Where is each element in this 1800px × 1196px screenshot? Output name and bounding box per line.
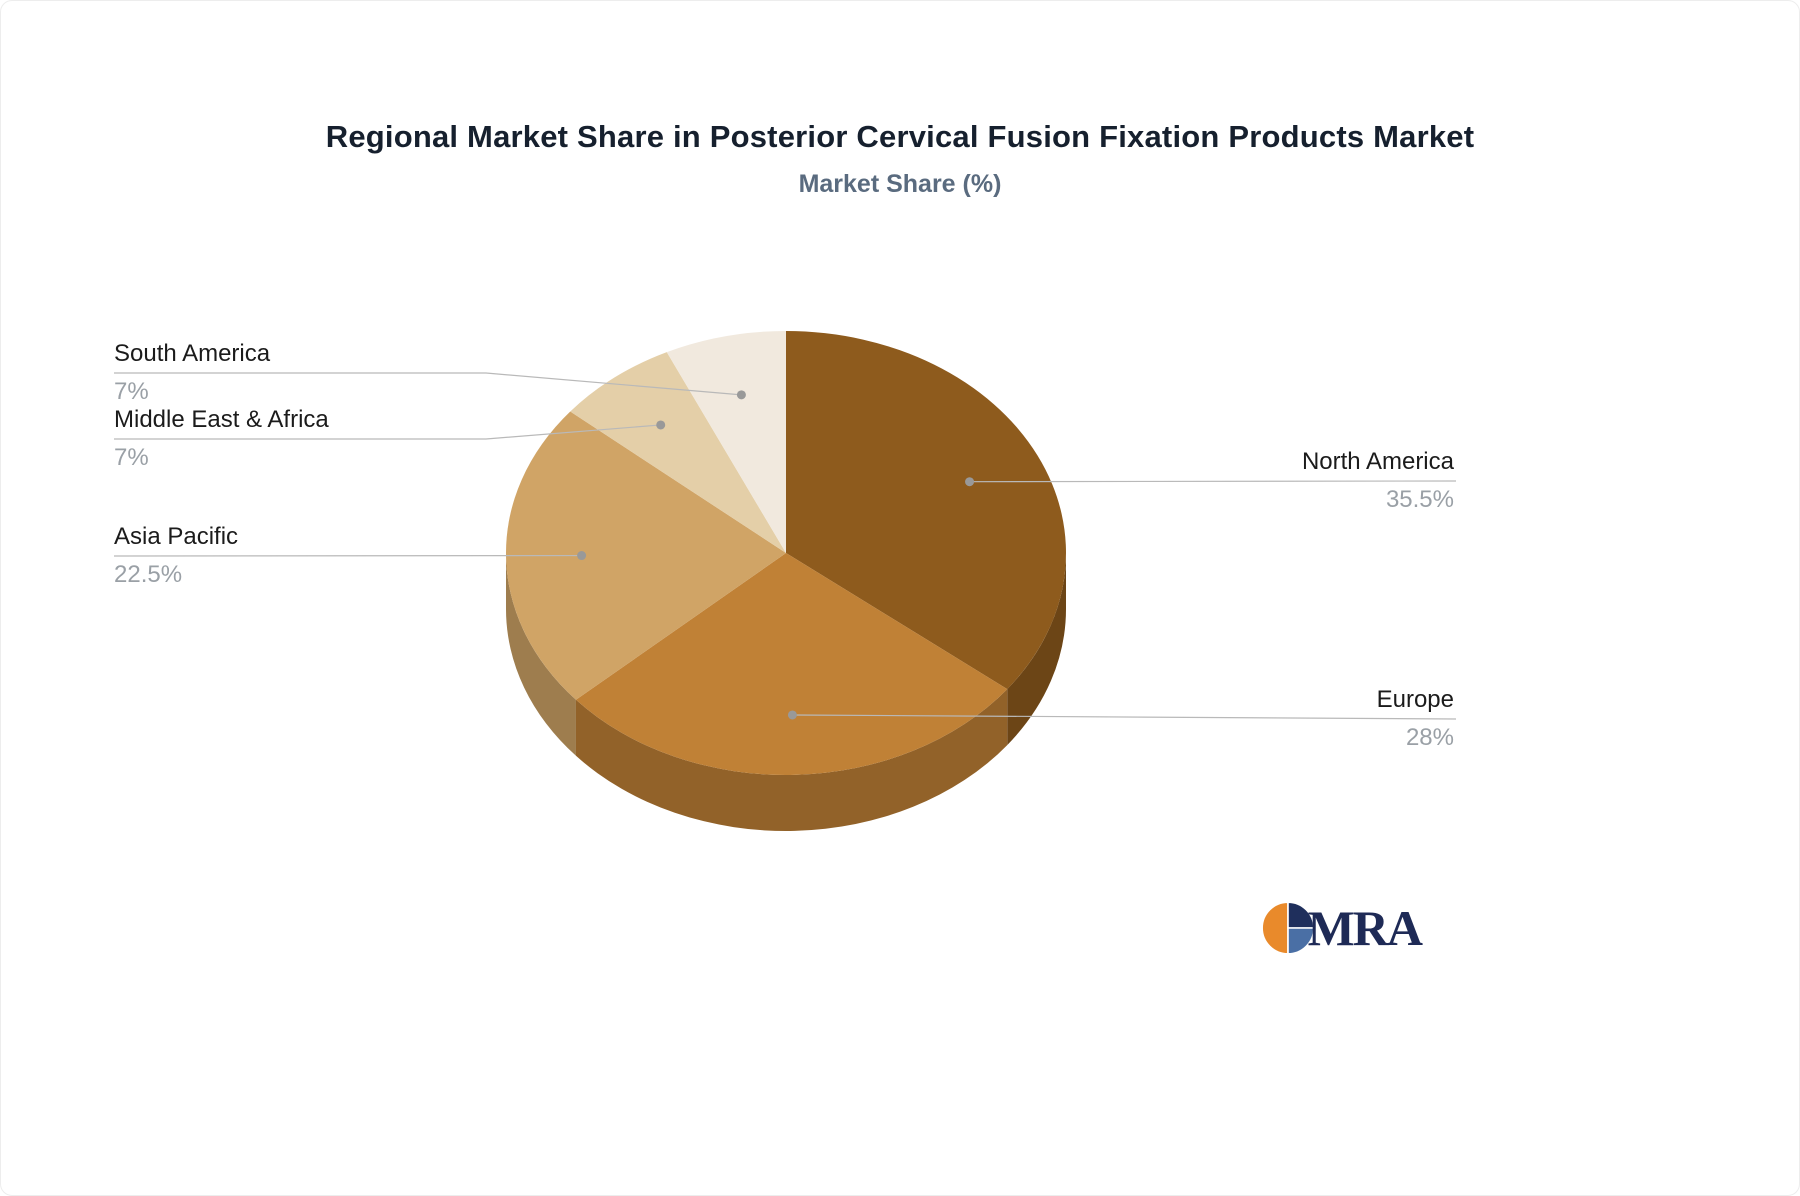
mra-logo: MRA	[1260, 899, 1423, 957]
pie-slice-europe	[575, 553, 1008, 775]
pie-slice-middle-east-africa	[570, 352, 786, 553]
pie-slice-south-america	[666, 331, 786, 553]
slice-label-asia-pacific: Asia Pacific 22.5%	[114, 523, 238, 589]
slice-value: 35.5%	[1385, 486, 1454, 513]
pie-slice-asia-pacific	[506, 411, 786, 700]
slice-value: 7%	[114, 444, 149, 471]
pie-slice-side	[575, 689, 1008, 831]
leader-dot	[577, 551, 587, 561]
pie-slice-side	[1007, 553, 1066, 746]
slice-name: Asia Pacific	[114, 523, 239, 550]
slice-name: South America	[114, 340, 271, 367]
slice-value: 28%	[1405, 724, 1454, 751]
leader-line	[792, 714, 1457, 720]
leader-dot	[787, 710, 797, 720]
leader-line	[114, 372, 742, 396]
slice-name: North America	[1301, 448, 1454, 475]
slice-name: Middle East & Africa	[114, 406, 329, 433]
leader-dot	[965, 477, 975, 487]
slice-value: 22.5%	[114, 561, 183, 588]
leader-line	[969, 480, 1457, 483]
mra-logo-text: MRA	[1307, 900, 1423, 956]
pie-slice-north-america	[786, 331, 1066, 690]
slice-label-middle-east-africa: Middle East & Africa 7%	[114, 406, 329, 472]
slice-label-europe: Europe 28%	[1377, 686, 1454, 752]
leader-line	[114, 424, 661, 440]
mra-logo-mark	[1260, 901, 1315, 955]
leader-dot	[736, 390, 746, 400]
slice-name: Europe	[1376, 686, 1454, 713]
pie-slice-side	[506, 553, 576, 756]
chart-title: Regional Market Share in Posterior Cervi…	[325, 119, 1475, 154]
chart-subtitle: Market Share (%)	[798, 170, 1002, 198]
slice-label-north-america: North America 35.5%	[1302, 448, 1454, 514]
slice-value: 7%	[114, 378, 149, 405]
slice-label-south-america: South America 7%	[114, 340, 270, 406]
leader-dot	[656, 420, 666, 430]
